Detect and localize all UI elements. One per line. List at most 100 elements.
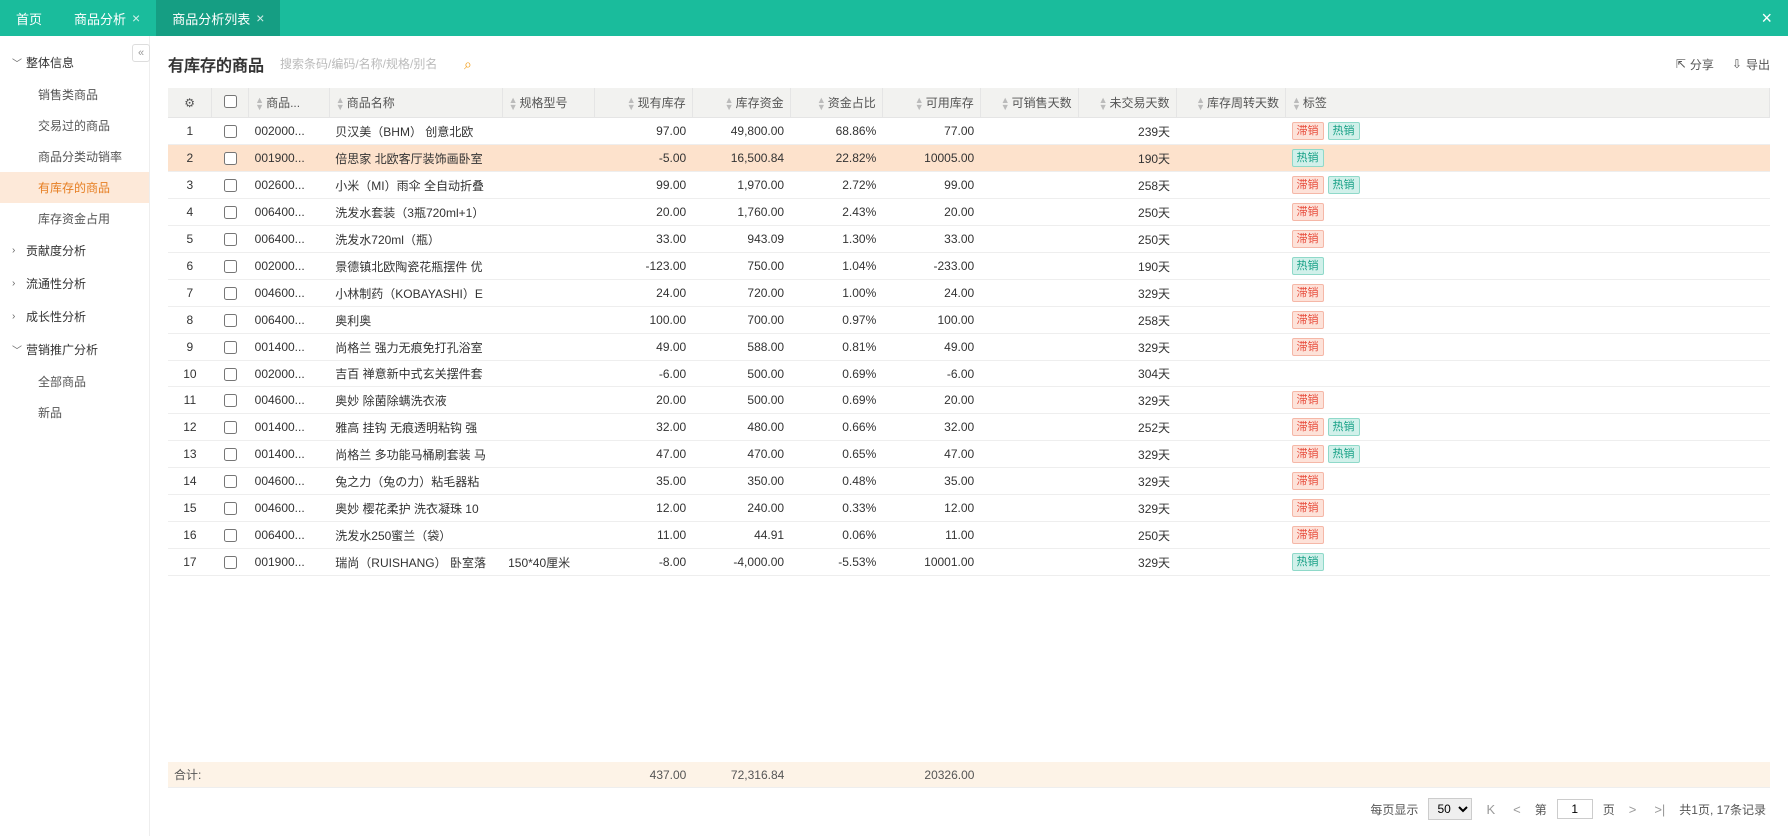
- cell-checkbox: [212, 549, 249, 576]
- row-checkbox[interactable]: [224, 341, 237, 354]
- row-checkbox[interactable]: [224, 314, 237, 327]
- table-row[interactable]: 16006400...洗发水250蜜兰（袋）11.0044.910.06%11.…: [168, 522, 1770, 549]
- row-checkbox[interactable]: [224, 529, 237, 542]
- table-row[interactable]: 11004600...奥妙 除菌除螨洗衣液20.00500.000.69%20.…: [168, 387, 1770, 414]
- search-input[interactable]: [280, 57, 460, 71]
- nav-item[interactable]: 全部商品: [0, 366, 149, 397]
- cell-tags: 滞销: [1286, 387, 1770, 414]
- column-header[interactable]: ▲▼现有库存: [594, 88, 692, 118]
- share-button[interactable]: ⇱ 分享: [1676, 56, 1714, 73]
- table-row[interactable]: 7004600...小林制药（KOBAYASHI）E24.00720.001.0…: [168, 280, 1770, 307]
- nav-item[interactable]: 有库存的商品: [0, 172, 149, 203]
- nav-item[interactable]: 交易过的商品: [0, 110, 149, 141]
- table-row[interactable]: 15004600...奥妙 樱花柔护 洗衣凝珠 1012.00240.000.3…: [168, 495, 1770, 522]
- row-checkbox[interactable]: [224, 152, 237, 165]
- cell-checkbox: [212, 145, 249, 172]
- cell-turndays: [1176, 522, 1285, 549]
- column-header[interactable]: ▲▼标签: [1286, 88, 1770, 118]
- table-row[interactable]: 6002000...景德镇北欧陶瓷花瓶摆件 优-123.00750.001.04…: [168, 253, 1770, 280]
- table-row[interactable]: 14004600...兔之力（兔の力）粘毛器粘35.00350.000.48%3…: [168, 468, 1770, 495]
- cell-avail: 10005.00: [882, 145, 980, 172]
- cell-tags: 滞销: [1286, 199, 1770, 226]
- row-checkbox[interactable]: [224, 287, 237, 300]
- table-row[interactable]: 17001900...瑞尚（RUISHANG） 卧室落150*40厘米-8.00…: [168, 549, 1770, 576]
- page-input[interactable]: [1557, 799, 1593, 819]
- nav-group-title[interactable]: ﹀整体信息: [0, 46, 149, 79]
- nav-group-title[interactable]: ﹀营销推广分析: [0, 333, 149, 366]
- tab[interactable]: 商品分析列表×: [156, 0, 280, 36]
- close-panel-button[interactable]: ×: [1753, 0, 1780, 36]
- nav-item[interactable]: 库存资金占用: [0, 203, 149, 234]
- nav-group-title[interactable]: ›贡献度分析: [0, 234, 149, 267]
- tab[interactable]: 首页: [0, 0, 58, 36]
- row-checkbox[interactable]: [224, 179, 237, 192]
- nav-item[interactable]: 商品分类动销率: [0, 141, 149, 172]
- column-header[interactable]: ▲▼资金占比: [790, 88, 882, 118]
- row-checkbox[interactable]: [224, 368, 237, 381]
- cell-stock: -123.00: [594, 253, 692, 280]
- cell-saledays: [980, 118, 1078, 145]
- row-checkbox[interactable]: [224, 421, 237, 434]
- row-checkbox[interactable]: [224, 556, 237, 569]
- sort-icon: ▲▼: [255, 97, 264, 111]
- table-row[interactable]: 4006400...洗发水套装（3瓶720ml+1）20.001,760.002…: [168, 199, 1770, 226]
- cell-code: 002000...: [249, 361, 330, 387]
- cell-avail: 99.00: [882, 172, 980, 199]
- row-checkbox[interactable]: [224, 394, 237, 407]
- nav-item[interactable]: 新品: [0, 397, 149, 428]
- row-checkbox[interactable]: [224, 125, 237, 138]
- nav-group-title[interactable]: ›成长性分析: [0, 300, 149, 333]
- next-page-button[interactable]: >: [1625, 802, 1641, 817]
- table-row[interactable]: 13001400...尚格兰 多功能马桶刷套装 马47.00470.000.65…: [168, 441, 1770, 468]
- tab-close-icon[interactable]: ×: [132, 10, 140, 26]
- row-checkbox[interactable]: [224, 502, 237, 515]
- row-checkbox[interactable]: [224, 475, 237, 488]
- column-header[interactable]: ▲▼库存周转天数: [1176, 88, 1285, 118]
- cell-spec: [502, 441, 594, 468]
- select-all-checkbox[interactable]: [224, 95, 237, 108]
- row-checkbox[interactable]: [224, 260, 237, 273]
- table-row[interactable]: 1002000...贝汉美（BHM） 创意北欧97.0049,800.0068.…: [168, 118, 1770, 145]
- cell-stock: 33.00: [594, 226, 692, 253]
- cell-name: 吉百 禅意新中式玄关摆件套: [329, 361, 502, 387]
- row-index: 1: [168, 118, 212, 145]
- cell-fund: 588.00: [692, 334, 790, 361]
- table-row[interactable]: 10002000...吉百 禅意新中式玄关摆件套-6.00500.000.69%…: [168, 361, 1770, 387]
- column-header[interactable]: ▲▼商品...: [249, 88, 330, 118]
- column-header[interactable]: ▲▼规格型号: [502, 88, 594, 118]
- column-header[interactable]: ▲▼未交易天数: [1078, 88, 1176, 118]
- column-header[interactable]: ▲▼可销售天数: [980, 88, 1078, 118]
- search-icon[interactable]: ⌕: [464, 56, 472, 73]
- column-header[interactable]: ▲▼库存资金: [692, 88, 790, 118]
- tab-close-icon[interactable]: ×: [256, 10, 264, 26]
- row-checkbox[interactable]: [224, 448, 237, 461]
- nav-item[interactable]: 销售类商品: [0, 79, 149, 110]
- column-header[interactable]: ▲▼商品名称: [329, 88, 502, 118]
- tag-hot: 热销: [1292, 149, 1324, 167]
- prev-page-button[interactable]: <: [1509, 802, 1525, 817]
- tag-stagnant: 滞销: [1292, 311, 1324, 329]
- nav-group-title[interactable]: ›流通性分析: [0, 267, 149, 300]
- table-row[interactable]: 12001400...雅高 挂钩 无痕透明粘钩 强32.00480.000.66…: [168, 414, 1770, 441]
- per-page-select[interactable]: 50: [1428, 798, 1472, 820]
- cell-turndays: [1176, 226, 1285, 253]
- table-row[interactable]: 2001900...倍思家 北欧客厅装饰画卧室-5.0016,500.8422.…: [168, 145, 1770, 172]
- table-row[interactable]: 3002600...小米（MI）雨伞 全自动折叠99.001,970.002.7…: [168, 172, 1770, 199]
- first-page-button[interactable]: K: [1482, 802, 1499, 817]
- column-header[interactable]: ▲▼可用库存: [882, 88, 980, 118]
- last-page-button[interactable]: >|: [1650, 802, 1669, 817]
- tab[interactable]: 商品分析×: [58, 0, 156, 36]
- cell-turndays: [1176, 307, 1285, 334]
- row-checkbox[interactable]: [224, 233, 237, 246]
- cell-turndays: [1176, 199, 1285, 226]
- cell-fundpct: 0.33%: [790, 495, 882, 522]
- table-row[interactable]: 8006400...奥利奥100.00700.000.97%100.00258天…: [168, 307, 1770, 334]
- table-row[interactable]: 5006400...洗发水720ml（瓶）33.00943.091.30%33.…: [168, 226, 1770, 253]
- cell-tags: 热销: [1286, 253, 1770, 280]
- row-checkbox[interactable]: [224, 206, 237, 219]
- table-row[interactable]: 9001400...尚格兰 强力无痕免打孔浴室49.00588.000.81%4…: [168, 334, 1770, 361]
- collapse-sidebar-button[interactable]: «: [132, 44, 150, 62]
- sort-icon: ▲▼: [1292, 97, 1301, 111]
- export-button[interactable]: ⇩ 导出: [1732, 56, 1770, 73]
- cell-fund: 44.91: [692, 522, 790, 549]
